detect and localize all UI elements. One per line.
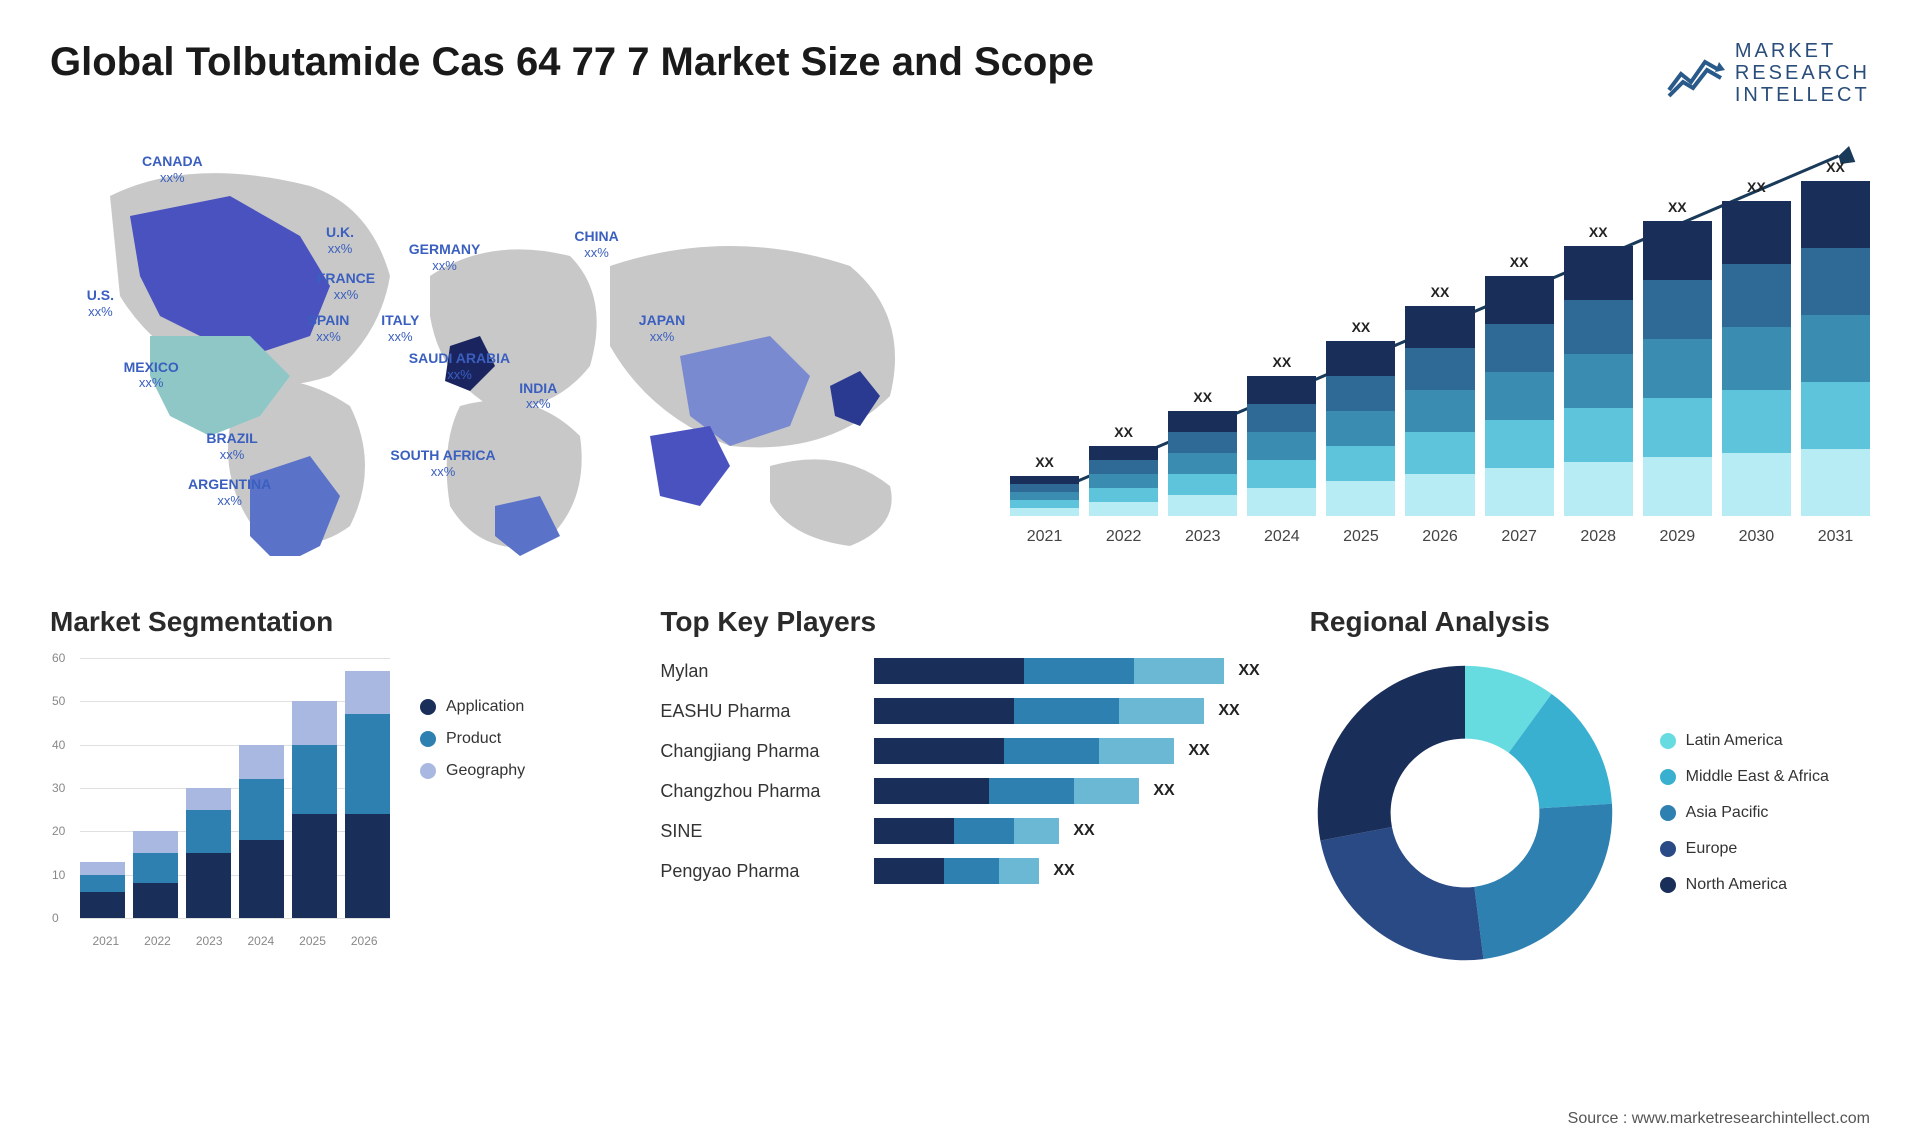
segmentation-chart: 0102030405060 202120222023202420252026	[50, 658, 390, 948]
logo-line-1: MARKET	[1735, 40, 1870, 62]
map-label-canada: CANADAxx%	[142, 153, 203, 185]
regional-donut	[1310, 658, 1620, 968]
map-label-u.k.: U.K.xx%	[326, 224, 354, 256]
growth-year-2028: 2028	[1564, 528, 1633, 546]
map-label-mexico: MEXICOxx%	[124, 359, 179, 391]
growth-chart: XXXXXXXXXXXXXXXXXXXXXX 20212022202320242…	[1010, 136, 1870, 556]
players-panel: Top Key Players MylanXX EASHU PharmaXX Cha…	[660, 606, 1259, 968]
player-eashu-pharma: EASHU PharmaXX	[660, 698, 1259, 724]
players-title: Top Key Players	[660, 606, 1259, 638]
regional-panel: Regional Analysis Latin America Middle Ea…	[1310, 606, 1870, 968]
growth-year-2021: 2021	[1010, 528, 1079, 546]
logo: MARKET RESEARCH INTELLECT	[1665, 40, 1870, 106]
seg-year-2022: 2022	[132, 934, 184, 948]
logo-icon	[1665, 48, 1725, 98]
growth-bar-2025: XX	[1326, 319, 1395, 516]
regional-legend-asia-pacific: Asia Pacific	[1660, 804, 1829, 822]
regional-legend-north-america: North America	[1660, 876, 1829, 894]
growth-year-2027: 2027	[1485, 528, 1554, 546]
map-label-brazil: BRAZILxx%	[206, 430, 257, 462]
seg-bar-2026	[345, 671, 390, 918]
seg-bar-2021	[80, 862, 125, 918]
growth-year-2022: 2022	[1089, 528, 1158, 546]
growth-bar-2022: XX	[1089, 424, 1158, 516]
page-title: Global Tolbutamide Cas 64 77 7 Market Si…	[50, 40, 1094, 85]
map-label-japan: JAPANxx%	[639, 312, 685, 344]
player-sine: SINEXX	[660, 818, 1259, 844]
growth-year-2029: 2029	[1643, 528, 1712, 546]
growth-year-2026: 2026	[1405, 528, 1474, 546]
map-label-china: CHINAxx%	[574, 228, 618, 260]
map-label-saudi-arabia: SAUDI ARABIAxx%	[409, 350, 510, 382]
player-mylan: MylanXX	[660, 658, 1259, 684]
map-label-u.s.: U.S.xx%	[87, 287, 114, 319]
regional-legend-latin-america: Latin America	[1660, 732, 1829, 750]
regional-legend-europe: Europe	[1660, 840, 1829, 858]
map-label-south-africa: SOUTH AFRICAxx%	[390, 447, 495, 479]
donut-slice-europe	[1320, 827, 1483, 960]
regional-title: Regional Analysis	[1310, 606, 1870, 638]
donut-slice-north-america	[1317, 666, 1464, 841]
seg-year-2021: 2021	[80, 934, 132, 948]
logo-line-2: RESEARCH	[1735, 62, 1870, 84]
seg-legend-product: Product	[420, 730, 525, 748]
seg-year-2023: 2023	[183, 934, 235, 948]
seg-legend-application: Application	[420, 698, 525, 716]
growth-bar-2026: XX	[1405, 284, 1474, 516]
logo-line-3: INTELLECT	[1735, 84, 1870, 106]
seg-year-2025: 2025	[287, 934, 339, 948]
regional-legend-middle-east-africa: Middle East & Africa	[1660, 768, 1829, 786]
seg-year-2026: 2026	[338, 934, 390, 948]
growth-bar-2028: XX	[1564, 224, 1633, 516]
map-label-germany: GERMANYxx%	[409, 241, 481, 273]
growth-bar-2023: XX	[1168, 389, 1237, 516]
growth-year-2025: 2025	[1326, 528, 1395, 546]
seg-legend-geography: Geography	[420, 762, 525, 780]
growth-year-2024: 2024	[1247, 528, 1316, 546]
growth-bar-2021: XX	[1010, 454, 1079, 516]
segmentation-panel: Market Segmentation 0102030405060 202120…	[50, 606, 610, 968]
growth-year-2031: 2031	[1801, 528, 1870, 546]
growth-year-2023: 2023	[1168, 528, 1237, 546]
donut-slice-asia-pacific	[1474, 804, 1612, 959]
seg-bar-2025	[292, 701, 337, 918]
seg-bar-2022	[133, 831, 178, 918]
growth-bar-2027: XX	[1485, 254, 1554, 516]
map-label-spain: SPAINxx%	[308, 312, 350, 344]
growth-bar-2031: XX	[1801, 159, 1870, 516]
source-text: Source : www.marketresearchintellect.com	[1568, 1110, 1870, 1128]
segmentation-title: Market Segmentation	[50, 606, 610, 638]
map-label-argentina: ARGENTINAxx%	[188, 476, 271, 508]
seg-bar-2024	[239, 745, 284, 918]
player-changzhou-pharma: Changzhou PharmaXX	[660, 778, 1259, 804]
growth-bar-2029: XX	[1643, 199, 1712, 516]
segmentation-legend: Application Product Geography	[420, 658, 525, 948]
growth-bar-2024: XX	[1247, 354, 1316, 516]
map-label-italy: ITALYxx%	[381, 312, 419, 344]
growth-bar-2030: XX	[1722, 179, 1791, 516]
map-label-france: FRANCExx%	[317, 270, 375, 302]
seg-bar-2023	[186, 788, 231, 918]
player-changjiang-pharma: Changjiang PharmaXX	[660, 738, 1259, 764]
seg-year-2024: 2024	[235, 934, 287, 948]
player-pengyao-pharma: Pengyao PharmaXX	[660, 858, 1259, 884]
growth-year-2030: 2030	[1722, 528, 1791, 546]
regional-legend: Latin America Middle East & Africa Asia Pa…	[1660, 732, 1829, 894]
world-map: CANADAxx% U.S.xx% MEXICOxx% BRAZILxx% ARGENT…	[50, 136, 970, 556]
map-label-india: INDIAxx%	[519, 380, 557, 412]
